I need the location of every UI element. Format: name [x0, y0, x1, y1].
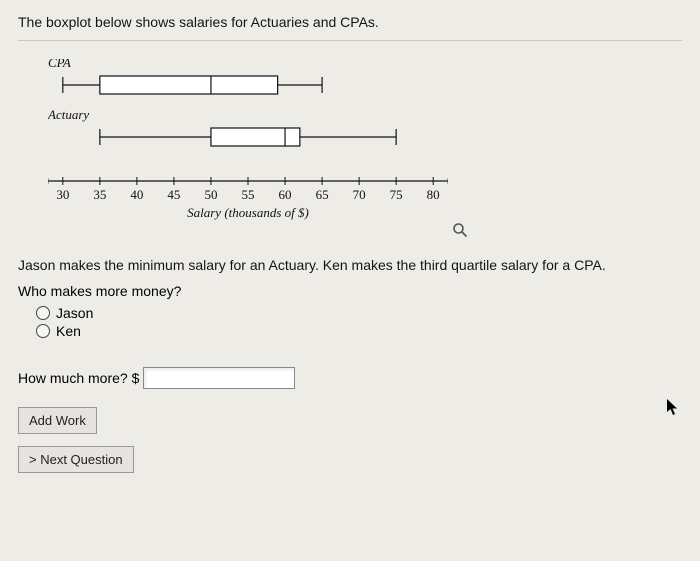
svg-text:75: 75 — [390, 187, 403, 202]
radio-label: Ken — [56, 323, 81, 339]
howmuch-label: How much more? $ — [18, 370, 139, 386]
svg-text:80: 80 — [427, 187, 440, 202]
radio-icon[interactable] — [36, 324, 50, 338]
radio-group: Jason Ken — [36, 305, 682, 339]
subquestion-text: Who makes more money? — [18, 283, 682, 299]
svg-text:60: 60 — [279, 187, 292, 202]
svg-text:Actuary: Actuary — [48, 107, 89, 122]
intro-text: The boxplot below shows salaries for Act… — [18, 12, 682, 41]
radio-option[interactable]: Ken — [36, 323, 682, 339]
search-icon[interactable] — [452, 222, 468, 241]
boxplot-chart: CPA Actuary 30 35 40 45 50 55 60 65 70 75 80 Salary (… — [48, 59, 448, 239]
svg-text:35: 35 — [93, 187, 106, 202]
svg-text:70: 70 — [353, 187, 366, 202]
add-work-button[interactable]: Add Work — [18, 407, 97, 434]
next-question-button[interactable]: > Next Question — [18, 446, 134, 473]
cursor-icon — [666, 398, 680, 421]
svg-text:Salary (thousands of $): Salary (thousands of $) — [187, 205, 309, 220]
svg-text:45: 45 — [167, 187, 180, 202]
svg-text:65: 65 — [316, 187, 329, 202]
radio-option[interactable]: Jason — [36, 305, 682, 321]
question-text: Jason makes the minimum salary for an Ac… — [18, 257, 682, 273]
svg-text:55: 55 — [242, 187, 255, 202]
amount-input[interactable] — [143, 367, 295, 389]
radio-label: Jason — [56, 305, 93, 321]
svg-text:50: 50 — [204, 187, 217, 202]
svg-text:40: 40 — [130, 187, 143, 202]
svg-text:30: 30 — [56, 187, 69, 202]
svg-text:CPA: CPA — [48, 59, 71, 70]
radio-icon[interactable] — [36, 306, 50, 320]
